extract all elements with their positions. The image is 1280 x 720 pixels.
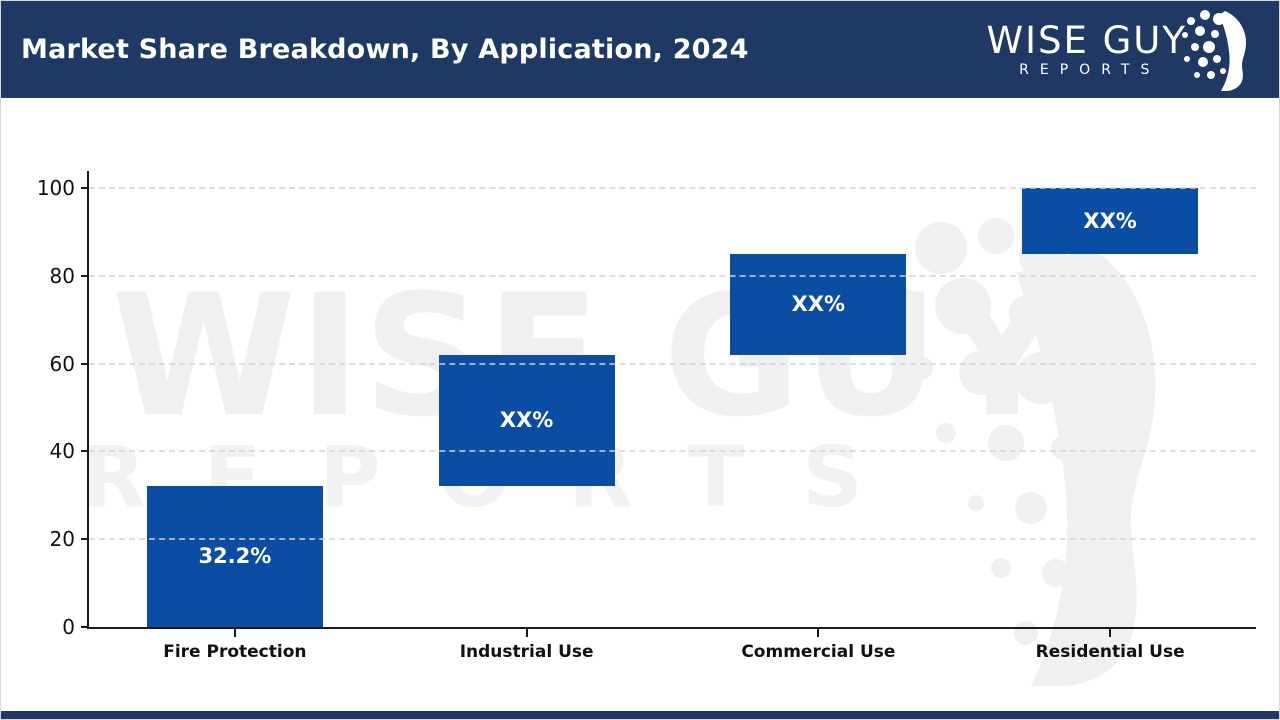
brand-name: WISE GUY (986, 19, 1187, 62)
category-label-3: Commercial Use (741, 642, 896, 662)
dotted-head-icon (1182, 9, 1247, 91)
bar-commercial-use: XX% (730, 253, 907, 355)
y-axis-tick-label: 20 (49, 527, 75, 552)
gridline-20 (89, 538, 1256, 541)
y-axis-tick (81, 187, 89, 189)
gridline-60 (89, 362, 1256, 365)
y-axis-tick-label: 40 (49, 439, 75, 464)
bar-industrial-use: XX% (438, 354, 615, 486)
y-axis-tick (81, 538, 89, 541)
x-axis-tick (233, 629, 236, 637)
x-axis-tick (525, 629, 528, 637)
gridline-40 (89, 450, 1256, 453)
bar-value-label: XX% (791, 292, 846, 317)
header-band: Market Share Breakdown, By Application, … (1, 1, 1279, 98)
bar-fire-protection: 32.2% (146, 485, 323, 627)
brand-logo-text: WISE GUY REPORTS (987, 22, 1187, 77)
y-axis-tick-label: 80 (49, 263, 75, 288)
x-axis-line (87, 627, 1256, 629)
category-label-4: Residential Use (1035, 642, 1185, 662)
brand-subname: REPORTS (1019, 62, 1161, 78)
bar-value-label: XX% (499, 408, 554, 433)
category-label-1: Fire Protection (163, 642, 307, 662)
page-title: Market Share Breakdown, By Application, … (21, 34, 749, 65)
x-axis-tick (1109, 629, 1112, 637)
y-axis-tick (81, 450, 89, 453)
y-axis-tick-label: 100 (36, 176, 75, 200)
footer-band (1, 711, 1279, 719)
gridline-80 (89, 274, 1256, 277)
x-axis-tick (817, 629, 820, 637)
y-axis-tick (81, 626, 89, 628)
y-axis-tick-label: 0 (62, 615, 75, 639)
brand-logo: WISE GUY REPORTS (987, 7, 1259, 93)
y-axis-tick (81, 362, 89, 365)
category-label-2: Industrial Use (459, 642, 594, 662)
y-axis-tick-label: 60 (49, 351, 75, 376)
y-axis-tick (81, 274, 89, 277)
y-axis-line (87, 171, 89, 629)
bar-residential-use: XX% (1022, 188, 1199, 254)
bar-value-label: XX% (1083, 208, 1137, 233)
gridline-100 (89, 187, 1256, 189)
bar-value-label: 32.2% (198, 544, 272, 569)
